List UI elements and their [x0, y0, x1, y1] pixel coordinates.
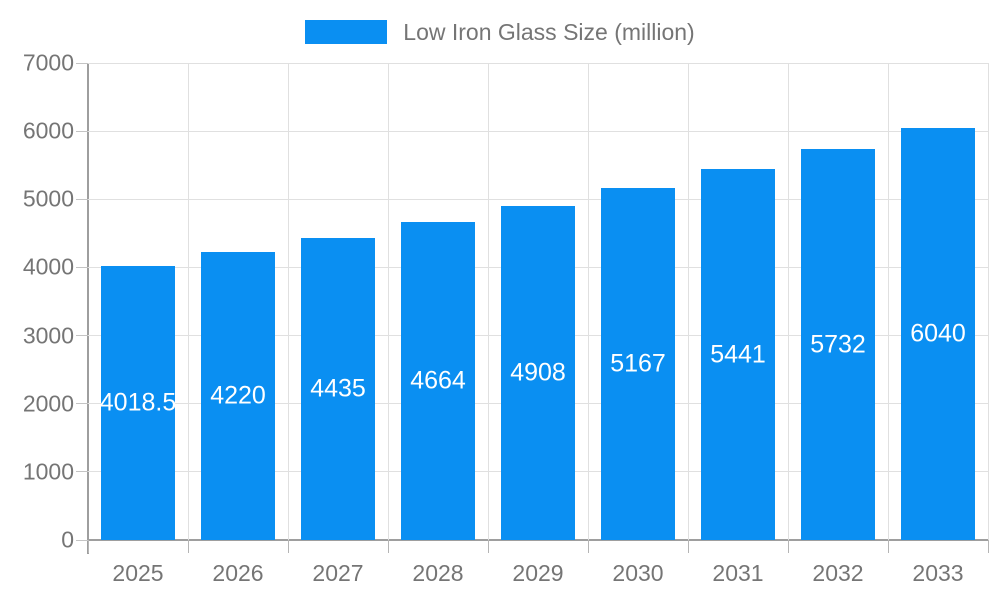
x-axis-tick [287, 540, 289, 553]
x-tick-label: 2026 [212, 560, 264, 586]
y-tick-label: 1000 [22, 458, 74, 485]
v-gridline [287, 63, 289, 540]
x-axis-tick [887, 540, 889, 553]
legend-swatch[interactable] [305, 20, 388, 44]
bar-value-label: 6040 [910, 319, 966, 348]
bar-value-label: 4018.5 [99, 388, 177, 417]
y-axis-line [87, 63, 89, 554]
bar-2033[interactable]: 6040 [901, 128, 975, 540]
y-tick-label: 7000 [22, 49, 74, 76]
x-tick-label: 2030 [612, 560, 664, 586]
y-axis-labels: 0 1000 2000 3000 4000 5000 6000 7000 [0, 50, 74, 553]
bar-2031[interactable]: 5441 [701, 169, 775, 540]
y-axis-tick [76, 403, 88, 405]
v-gridline [187, 63, 189, 540]
y-axis-tick [76, 335, 88, 337]
x-axis-tick [787, 540, 789, 553]
v-gridline [587, 63, 589, 540]
x-axis-tick [587, 540, 589, 553]
x-tick-label: 2025 [112, 560, 164, 586]
bar-2027[interactable]: 4435 [301, 237, 375, 540]
x-axis-tick [387, 540, 389, 553]
bar-value-label: 5441 [710, 340, 766, 369]
x-axis-tick [87, 540, 89, 553]
bar-value-label: 4908 [510, 358, 566, 387]
v-gridline [387, 63, 389, 540]
x-axis-line [88, 539, 988, 541]
y-tick-label: 4000 [22, 253, 74, 280]
bar-2028[interactable]: 4664 [401, 222, 475, 540]
y-axis-tick [76, 198, 88, 200]
bar-value-label: 5167 [610, 349, 666, 378]
x-axis-tick [687, 540, 689, 553]
x-axis-tick [187, 540, 189, 553]
v-gridline [887, 63, 889, 540]
x-axis-tick [987, 540, 989, 553]
bar-value-label: 4664 [410, 366, 466, 395]
v-gridline [487, 63, 489, 540]
h-gridline [88, 130, 988, 132]
y-axis-tick [76, 62, 88, 64]
bar-2032[interactable]: 5732 [801, 149, 875, 540]
x-tick-label: 2031 [712, 560, 764, 586]
x-axis-tick [487, 540, 489, 553]
v-gridline [987, 63, 989, 540]
v-gridline [687, 63, 689, 540]
y-axis-tick [76, 266, 88, 268]
bar-value-label: 5732 [810, 330, 866, 359]
x-tick-label: 2033 [912, 560, 964, 586]
y-tick-label: 5000 [22, 185, 74, 212]
x-tick-label: 2028 [412, 560, 464, 586]
bar-2030[interactable]: 5167 [601, 187, 675, 540]
x-axis-labels: 2025 2026 2027 2028 2029 2030 2031 2032 2033 [88, 560, 988, 590]
v-gridline [787, 63, 789, 540]
y-tick-label: 3000 [22, 322, 74, 349]
bar-value-label: 4435 [310, 374, 366, 403]
y-axis-tick [76, 471, 88, 473]
bar-value-label: 4220 [210, 381, 266, 410]
y-tick-label: 2000 [22, 390, 74, 417]
h-gridline [88, 198, 988, 200]
x-tick-label: 2027 [312, 560, 364, 586]
bar-2029[interactable]: 4908 [501, 205, 575, 540]
x-tick-label: 2029 [512, 560, 564, 586]
bar-2026[interactable]: 4220 [201, 252, 275, 540]
x-tick-label: 2032 [812, 560, 864, 586]
h-gridline [88, 62, 988, 64]
legend-label: Low Iron Glass Size (million) [403, 19, 695, 45]
y-tick-label: 0 [61, 526, 74, 553]
legend[interactable]: Low Iron Glass Size (million) [0, 20, 1000, 44]
plot-area: 4018.5 4220 4435 4664 4908 5167 5441 5732 6040 [76, 62, 989, 554]
y-tick-label: 6000 [22, 117, 74, 144]
y-axis-tick [76, 130, 88, 132]
y-axis-tick [76, 539, 88, 541]
bar-2025[interactable]: 4018.5 [99, 266, 177, 540]
